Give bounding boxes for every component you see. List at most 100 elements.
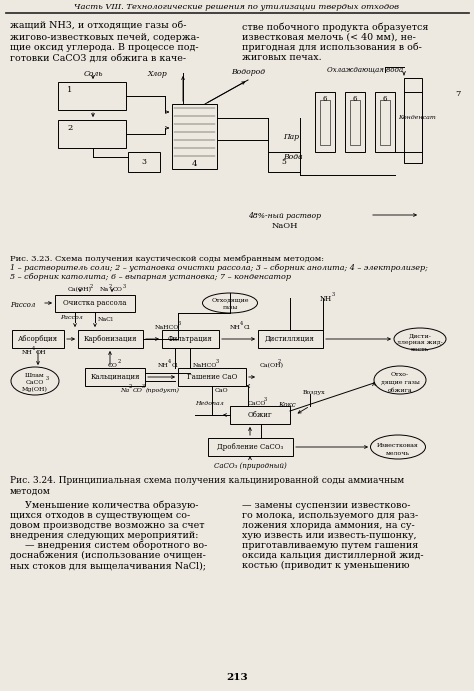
Text: Часть VIII. Технологические решения по утилизации твердых отходов: Часть VIII. Технологические решения по у… [74, 3, 400, 11]
Text: жигово-известковых печей, содержа-: жигово-известковых печей, содержа- [10, 32, 200, 41]
Text: 2: 2 [118, 359, 121, 364]
Text: Вода: Вода [283, 153, 302, 161]
Text: Хлор: Хлор [147, 70, 167, 78]
Text: газы: газы [222, 305, 237, 310]
Text: Дистилляция: Дистилляция [265, 335, 315, 343]
Text: Абсорбция: Абсорбция [18, 335, 58, 343]
Text: 3: 3 [332, 292, 335, 297]
Ellipse shape [202, 293, 257, 313]
Text: Рассол: Рассол [10, 301, 36, 309]
Bar [345, 92, 365, 152]
Text: хую известь или известь-пушонку,: хую известь или известь-пушонку, [242, 531, 417, 540]
Text: 3: 3 [142, 384, 145, 389]
Text: Известковая: Известковая [377, 443, 419, 448]
Text: Na: Na [100, 287, 109, 292]
Text: NH: NH [158, 363, 169, 368]
Bar [78, 330, 143, 348]
Text: NH: NH [22, 350, 33, 355]
Bar [375, 92, 395, 152]
Text: Водород: Водород [231, 68, 265, 76]
Text: 6: 6 [383, 95, 387, 103]
Bar [85, 368, 145, 386]
Text: пригодная для использования в об-: пригодная для использования в об- [242, 43, 422, 53]
Text: CaO: CaO [215, 388, 228, 393]
Text: Ca(OH): Ca(OH) [260, 363, 284, 368]
Text: (продукт): (продукт) [146, 388, 180, 393]
Text: Кальцинация: Кальцинация [90, 373, 140, 381]
Text: жиговых печах.: жиговых печах. [242, 53, 322, 62]
Text: 3: 3 [216, 359, 219, 364]
Text: 3: 3 [46, 376, 49, 381]
Text: Фильтрация: Фильтрация [168, 335, 212, 343]
Text: 1: 1 [67, 86, 73, 94]
Text: доснабжения (использование очищен-: доснабжения (использование очищен- [10, 551, 206, 560]
Bar [404, 78, 422, 163]
Text: Отхо-: Отхо- [391, 372, 409, 377]
Text: 2: 2 [67, 124, 72, 132]
Text: 4: 4 [168, 359, 171, 364]
Text: Охлаждающая вода: Охлаждающая вода [327, 66, 403, 74]
Text: Cl: Cl [172, 363, 179, 368]
Text: мелочь: мелочь [386, 451, 410, 456]
Text: NH: NH [230, 325, 241, 330]
Text: костью (приводит к уменьшению: костью (приводит к уменьшению [242, 561, 410, 570]
Text: 6: 6 [353, 95, 357, 103]
Ellipse shape [374, 366, 426, 394]
Text: дящие газы: дящие газы [381, 380, 419, 385]
Text: 1 – растворитель соли; 2 – установка очистки рассола; 3 – сборник анолита; 4 – э: 1 – растворитель соли; 2 – установка очи… [10, 264, 428, 272]
Text: Na: Na [120, 388, 129, 393]
Text: 6: 6 [323, 95, 327, 103]
Ellipse shape [394, 328, 446, 350]
Text: 5 – сборник католита; 6 – выпарная установка; 7 – конденсатор: 5 – сборник католита; 6 – выпарная устан… [10, 273, 291, 281]
Ellipse shape [11, 367, 59, 395]
Text: 213: 213 [226, 673, 248, 682]
Text: Гашение CaO: Гашение CaO [187, 373, 237, 381]
Text: Соль: Соль [83, 70, 103, 78]
Text: методом: методом [10, 487, 51, 496]
Bar [268, 152, 300, 172]
Text: 7: 7 [455, 90, 460, 98]
Text: — замены суспензии известково-: — замены суспензии известково- [242, 501, 410, 510]
Text: Воздух: Воздух [303, 390, 326, 395]
Text: Недопал: Недопал [195, 401, 224, 406]
Text: NaHCO: NaHCO [193, 363, 218, 368]
Bar [58, 120, 126, 148]
Bar [128, 152, 160, 172]
Text: CaCO: CaCO [26, 380, 44, 385]
Text: Ca(OH): Ca(OH) [68, 287, 92, 292]
Bar [58, 82, 126, 110]
Text: 3: 3 [178, 321, 181, 326]
Bar [320, 100, 330, 145]
Bar [178, 368, 246, 386]
Text: Пар: Пар [283, 133, 299, 141]
Text: Конденсат: Конденсат [398, 115, 436, 120]
Text: 2: 2 [109, 284, 112, 289]
Text: Карбонизация: Карбонизация [83, 335, 137, 343]
Text: Рис. 3.24. Принципиальная схема получения кальцинированной соды аммиачным: Рис. 3.24. Принципиальная схема получени… [10, 476, 404, 485]
Bar [162, 330, 219, 348]
Text: 4: 4 [32, 346, 35, 351]
Text: Дробление CaCO₃: Дробление CaCO₃ [217, 443, 283, 451]
Text: ложения хлорида аммония, на су-: ложения хлорида аммония, на су- [242, 521, 415, 530]
Text: Шлам: Шлам [25, 373, 45, 378]
Text: CO: CO [108, 363, 118, 368]
Text: 2: 2 [278, 359, 281, 364]
Text: известковая мелочь (< 40 мм), не-: известковая мелочь (< 40 мм), не- [242, 32, 416, 41]
Text: NaCl: NaCl [98, 317, 114, 322]
Text: кость: кость [411, 347, 429, 352]
Text: Рассол: Рассол [60, 315, 83, 320]
Bar [230, 406, 290, 424]
Text: приготавливаемую путем гашения: приготавливаемую путем гашения [242, 541, 419, 550]
Text: стве побочного продукта образуется: стве побочного продукта образуется [242, 22, 428, 32]
Text: OH: OH [36, 350, 46, 355]
Text: CaCO₃ (природный): CaCO₃ (природный) [214, 462, 286, 470]
Text: CO: CO [113, 287, 123, 292]
Text: оксида кальция дистиллерной жид-: оксида кальция дистиллерной жид- [242, 551, 424, 560]
Text: Cl: Cl [244, 325, 251, 330]
Bar [172, 104, 217, 169]
Text: 4: 4 [240, 321, 243, 326]
Text: щие оксид углерода. В процессе под-: щие оксид углерода. В процессе под- [10, 43, 199, 52]
Text: Очистка рассола: Очистка рассола [63, 299, 127, 307]
Text: Дисти-: Дисти- [409, 333, 431, 338]
Text: — внедрения систем оборотного во-: — внедрения систем оборотного во- [10, 541, 207, 551]
